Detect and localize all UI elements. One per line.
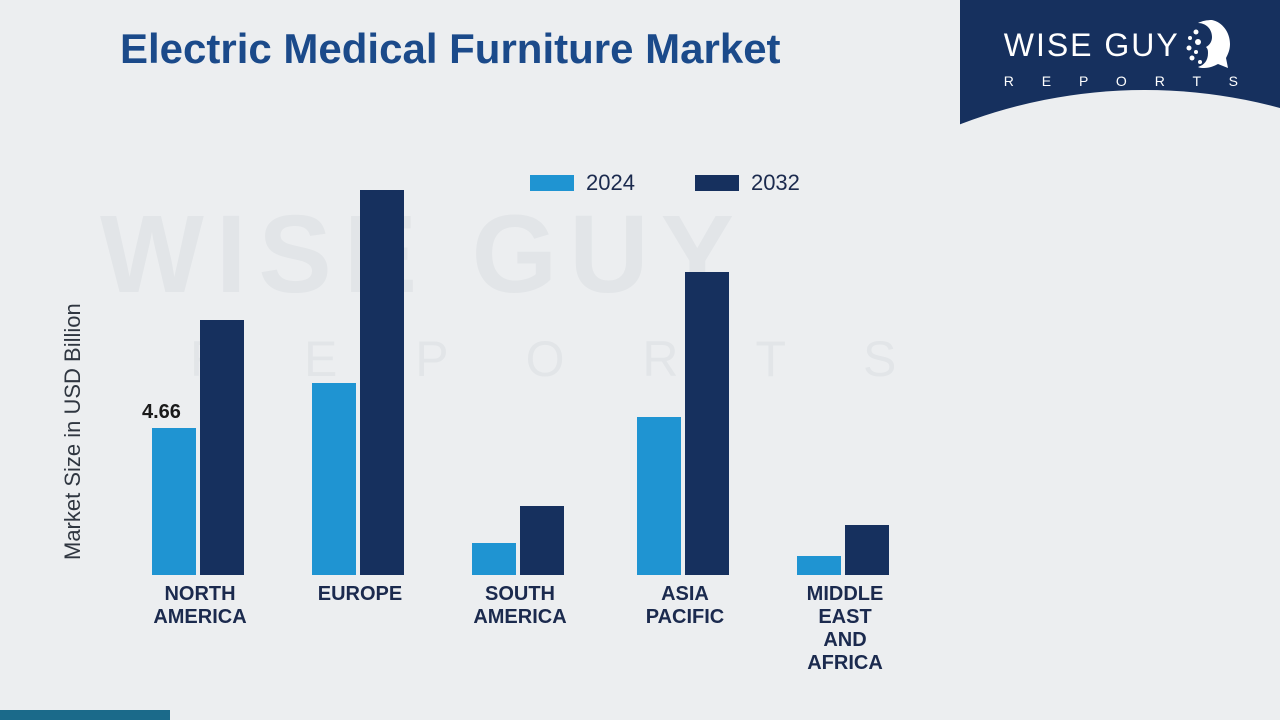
bar-series-a [312, 383, 356, 575]
y-axis-label: Market Size in USD Billion [60, 303, 86, 560]
bar-series-b [200, 320, 244, 575]
brand-logo: WISE GUY R E P O R T S [1004, 18, 1250, 88]
bar-series-b [845, 525, 889, 575]
bar-series-b [360, 190, 404, 575]
page-title: Electric Medical Furniture Market [120, 25, 781, 73]
category-label: EUROPE [280, 583, 440, 606]
bar-series-b [685, 272, 729, 575]
bar-series-b [520, 506, 564, 575]
category-label: NORTHAMERICA [120, 583, 280, 629]
bar-series-a [637, 417, 681, 575]
category-label: SOUTHAMERICA [440, 583, 600, 629]
value-label: 4.66 [142, 401, 181, 424]
brand-logo-text: WISE GUY [1004, 29, 1180, 61]
bar-series-a [152, 428, 196, 575]
brand-logo-sub: R E P O R T S [1004, 74, 1250, 88]
brand-head-icon [1184, 18, 1232, 72]
bar-series-a [472, 543, 516, 575]
category-label: ASIAPACIFIC [605, 583, 765, 629]
bar-chart: NORTHAMERICA4.66EUROPESOUTHAMERICAASIAPA… [100, 165, 920, 575]
report-card: WISE GUY R E P O R T S Electric Medical … [0, 0, 1280, 720]
footer-accent-bar [0, 710, 170, 720]
bar-series-a [797, 556, 841, 575]
category-label: MIDDLEEASTANDAFRICA [765, 583, 925, 675]
